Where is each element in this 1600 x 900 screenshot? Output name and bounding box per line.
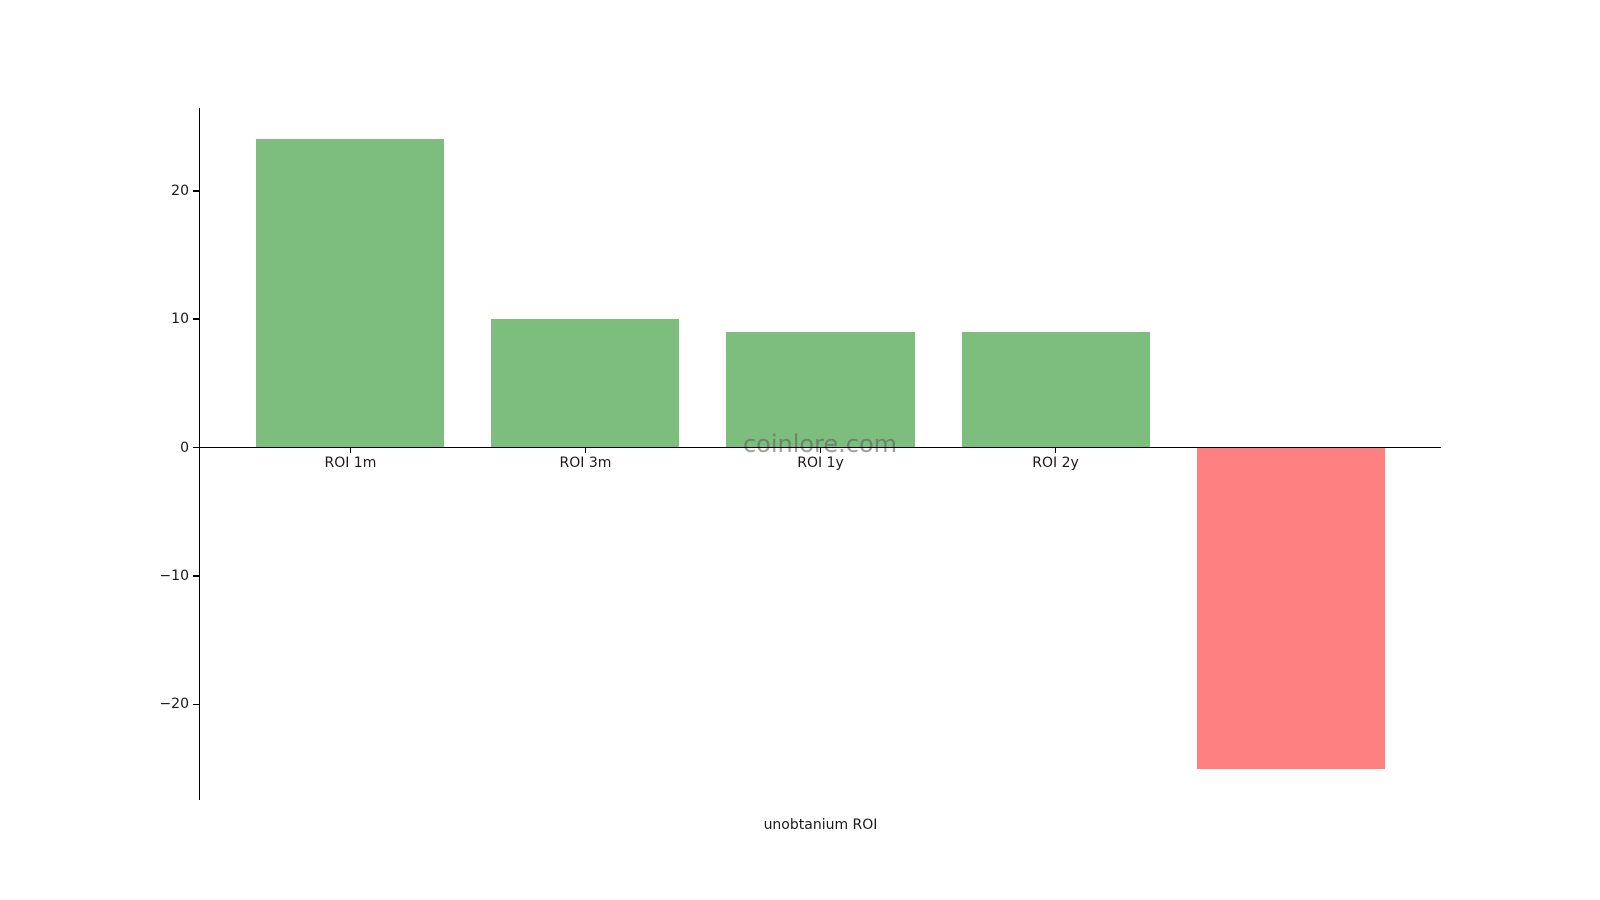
bar-roi-1y: [726, 332, 915, 448]
bar-roi-3m: [491, 319, 680, 448]
watermark: coinlore.com: [742, 430, 898, 458]
x-tick: [819, 447, 822, 454]
y-tick-label: −10: [159, 567, 189, 584]
x-tick-label: ROI 1m: [324, 454, 377, 471]
y-axis: [198, 108, 200, 800]
x-tick: [584, 447, 587, 454]
y-tick: [193, 318, 199, 320]
x-tick-label: ROI 2y: [1032, 454, 1079, 471]
bar-roi-2y: [961, 332, 1150, 448]
y-tick-label: 10: [171, 311, 189, 328]
y-tick-label: −20: [159, 696, 189, 713]
y-tick: [193, 575, 199, 577]
y-tick: [193, 703, 199, 706]
y-tick: [193, 190, 199, 192]
bar-unlabeled-4: [1196, 447, 1385, 769]
y-tick: [193, 446, 199, 449]
y-tick-label: 20: [171, 182, 189, 199]
x-tick: [349, 447, 352, 454]
y-tick-label: 0: [180, 439, 189, 456]
x-tick: [1054, 447, 1057, 454]
x-tick-label: ROI 3m: [559, 454, 612, 471]
x-axis-title: unobtanium ROI: [763, 817, 878, 833]
x-tick-label: ROI 1y: [797, 454, 844, 471]
bar-roi-1m: [256, 139, 445, 448]
